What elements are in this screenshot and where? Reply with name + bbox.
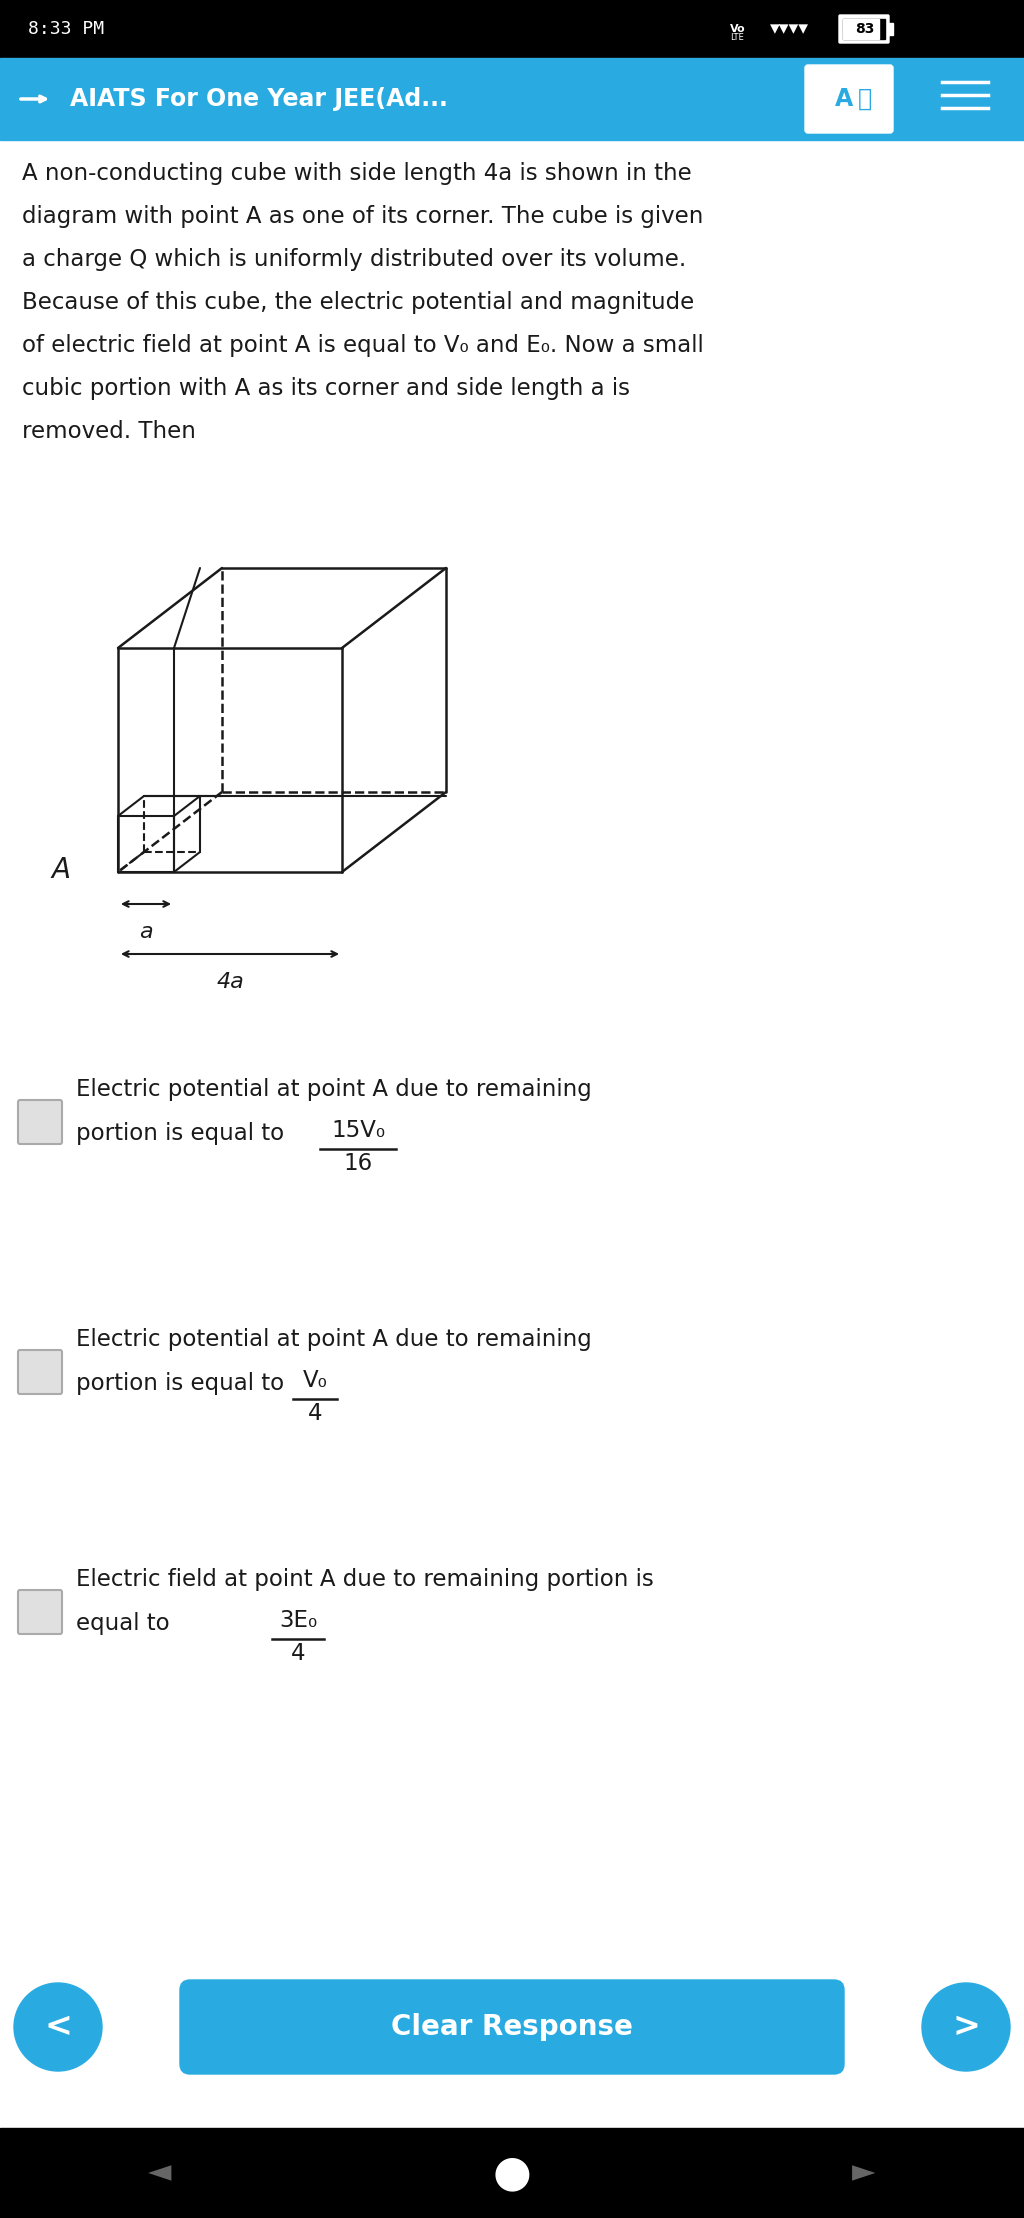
Text: ◄: ◄ — [148, 2158, 172, 2187]
Text: a: a — [139, 923, 153, 943]
Text: AIATS For One Year JEE(Ad...: AIATS For One Year JEE(Ad... — [70, 87, 447, 111]
Text: Because of this cube, the electric potential and magnitude: Because of this cube, the electric poten… — [22, 291, 694, 315]
Text: <: < — [44, 2010, 72, 2043]
Text: Electric field at point A due to remaining portion is: Electric field at point A due to remaini… — [76, 1568, 653, 1590]
Text: removed. Then: removed. Then — [22, 419, 196, 444]
FancyBboxPatch shape — [18, 1100, 62, 1144]
Text: ▾▾▾▾: ▾▾▾▾ — [770, 20, 809, 38]
Text: 4a: 4a — [216, 971, 244, 991]
Text: portion is equal to: portion is equal to — [76, 1373, 284, 1395]
Text: Vo: Vo — [730, 24, 745, 33]
Text: 83: 83 — [855, 22, 874, 35]
Text: portion is equal to: portion is equal to — [76, 1122, 284, 1144]
FancyBboxPatch shape — [18, 1351, 62, 1393]
Text: Clear Response: Clear Response — [391, 2014, 633, 2041]
Text: Electric potential at point A due to remaining: Electric potential at point A due to rem… — [76, 1329, 592, 1351]
Text: 4: 4 — [308, 1402, 323, 1424]
Bar — [888, 22, 893, 35]
Text: A: A — [51, 856, 70, 885]
Bar — [0, 0, 1024, 58]
FancyBboxPatch shape — [805, 64, 893, 133]
Text: V₀: V₀ — [303, 1369, 328, 1393]
FancyBboxPatch shape — [180, 1981, 844, 2074]
FancyBboxPatch shape — [839, 16, 889, 42]
Text: 8:33 PM: 8:33 PM — [28, 20, 104, 38]
Text: >: > — [952, 2010, 980, 2043]
Text: ●: ● — [493, 2151, 531, 2194]
Text: cubic portion with A as its corner and side length a is: cubic portion with A as its corner and s… — [22, 377, 630, 399]
Bar — [843, 20, 879, 40]
Text: a charge Q which is uniformly distributed over its volume.: a charge Q which is uniformly distribute… — [22, 248, 686, 271]
Text: 4: 4 — [291, 1641, 305, 1666]
Bar — [0, 58, 1024, 140]
Text: of electric field at point A is equal to V₀ and E₀. Now a small: of electric field at point A is equal to… — [22, 335, 703, 357]
Bar — [0, 2127, 1024, 2218]
Text: A non-conducting cube with side length 4a is shown in the: A non-conducting cube with side length 4… — [22, 162, 692, 184]
Bar — [843, 20, 885, 40]
Text: 15V₀: 15V₀ — [331, 1120, 385, 1142]
Text: diagram with point A as one of its corner. The cube is given: diagram with point A as one of its corne… — [22, 204, 703, 228]
Text: equal to: equal to — [76, 1612, 170, 1635]
Text: 16: 16 — [343, 1151, 373, 1176]
Text: 3E₀: 3E₀ — [279, 1608, 317, 1632]
FancyBboxPatch shape — [18, 1590, 62, 1635]
Circle shape — [922, 1983, 1010, 2072]
Text: A: A — [835, 87, 853, 111]
Text: 翻: 翻 — [858, 87, 872, 111]
Text: ►: ► — [852, 2158, 876, 2187]
Circle shape — [14, 1983, 102, 2072]
Text: LTE: LTE — [730, 33, 743, 42]
Text: Electric potential at point A due to remaining: Electric potential at point A due to rem… — [76, 1078, 592, 1100]
